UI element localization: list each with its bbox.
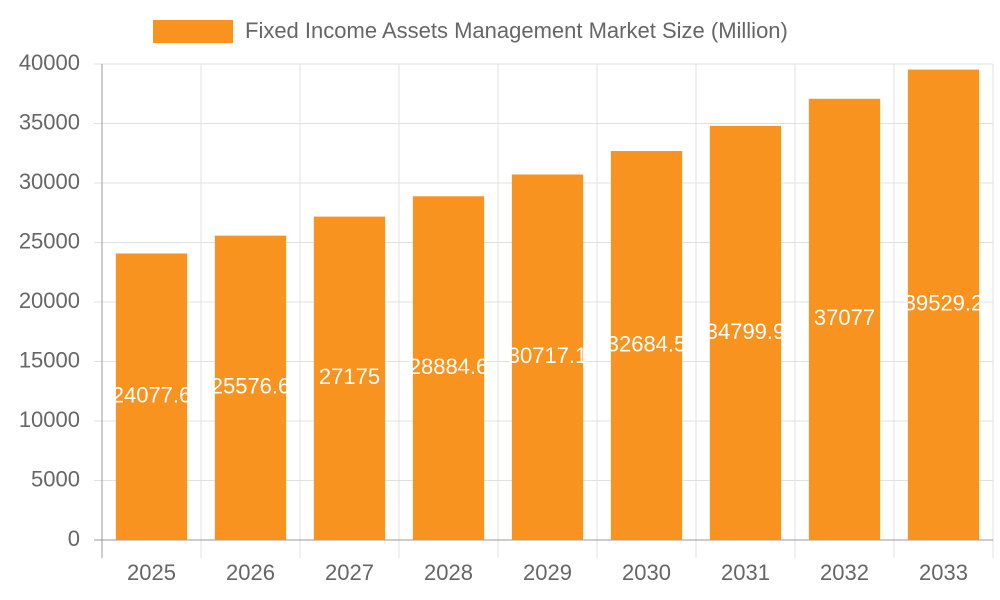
data-label: 39529.2 xyxy=(904,291,984,316)
data-label: 32684.5 xyxy=(607,331,687,356)
data-label: 37077 xyxy=(814,305,875,330)
x-tick-label: 2032 xyxy=(820,560,869,585)
legend-swatch xyxy=(153,20,233,43)
y-tick-label: 15000 xyxy=(19,347,80,372)
x-tick-label: 2025 xyxy=(127,560,176,585)
x-tick-label: 2033 xyxy=(919,560,968,585)
y-tick-label: 30000 xyxy=(19,169,80,194)
x-tick-label: 2031 xyxy=(721,560,770,585)
data-label: 27175 xyxy=(319,364,380,389)
bar xyxy=(412,196,485,540)
data-label: 24077.6 xyxy=(112,383,192,408)
data-label: 28884.6 xyxy=(409,354,489,379)
data-label: 34799.9 xyxy=(706,319,786,344)
x-tick-label: 2029 xyxy=(523,560,572,585)
data-label: 25576.6 xyxy=(211,374,291,399)
y-tick-label: 5000 xyxy=(31,466,80,491)
bar xyxy=(313,216,386,540)
legend-label: Fixed Income Assets Management Market Si… xyxy=(245,18,788,43)
x-tick-label: 2026 xyxy=(226,560,275,585)
bar xyxy=(709,125,782,540)
y-tick-label: 0 xyxy=(68,526,80,551)
y-tick-label: 20000 xyxy=(19,288,80,313)
bar xyxy=(511,174,584,541)
x-tick-label: 2028 xyxy=(424,560,473,585)
bar xyxy=(907,69,980,540)
bar xyxy=(610,151,683,540)
x-tick-label: 2030 xyxy=(622,560,671,585)
y-tick-label: 35000 xyxy=(19,109,80,134)
y-tick-label: 10000 xyxy=(19,407,80,432)
bar xyxy=(214,235,287,540)
y-tick-label: 25000 xyxy=(19,228,80,253)
bar xyxy=(115,253,188,540)
data-label: 30717.1 xyxy=(508,343,588,368)
x-tick-label: 2027 xyxy=(325,560,374,585)
y-tick-label: 40000 xyxy=(19,50,80,75)
bar xyxy=(808,98,881,541)
